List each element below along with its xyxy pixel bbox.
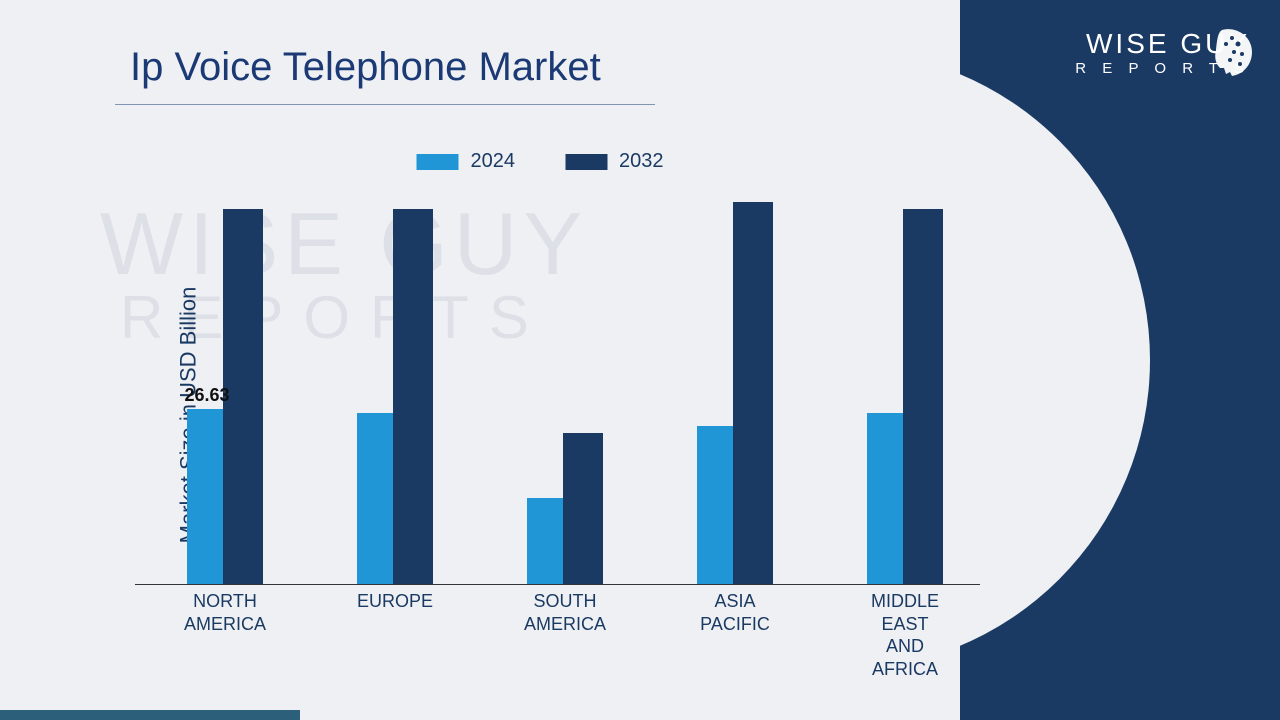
bar-group-sa [500, 433, 630, 584]
plot-area: 26.63 [135, 190, 980, 585]
chart-title: Ip Voice Telephone Market [130, 45, 601, 90]
brand-head-icon [1202, 24, 1258, 80]
bar-2032-mea [903, 209, 943, 584]
bar-group-ap [670, 202, 800, 584]
category-label-eu: EUROPE [330, 590, 460, 613]
legend-item-2024: 2024 [417, 150, 516, 173]
bar-2032-eu [393, 209, 433, 584]
legend-label-2032: 2032 [619, 150, 664, 173]
footer-accent-bar [0, 710, 300, 720]
category-label-sa: SOUTHAMERICA [500, 590, 630, 635]
bar-group-mea [840, 209, 970, 584]
legend-label-2024: 2024 [471, 150, 516, 173]
bar-2024-ap [697, 426, 737, 584]
legend-item-2032: 2032 [565, 150, 664, 173]
bar-value-label-na: 26.63 [184, 385, 229, 406]
bar-2032-ap [733, 202, 773, 584]
category-label-na: NORTHAMERICA [160, 590, 290, 635]
bar-2032-sa [563, 433, 603, 584]
bar-chart: 2024 2032 Market Size in USD Billion 26.… [90, 150, 990, 680]
bar-2024-sa [527, 498, 567, 584]
bar-2024-eu [357, 413, 397, 584]
legend-swatch-2032 [565, 154, 607, 170]
title-underline [115, 104, 655, 105]
chart-legend: 2024 2032 [417, 150, 664, 173]
bar-2024-na [187, 409, 227, 584]
category-label-ap: ASIAPACIFIC [670, 590, 800, 635]
bar-group-eu [330, 209, 460, 584]
category-label-mea: MIDDLEEASTANDAFRICA [840, 590, 970, 680]
bar-2024-mea [867, 413, 907, 584]
brand-logo: WISE GUY R E P O R T S [1075, 28, 1250, 77]
legend-swatch-2024 [417, 154, 459, 170]
